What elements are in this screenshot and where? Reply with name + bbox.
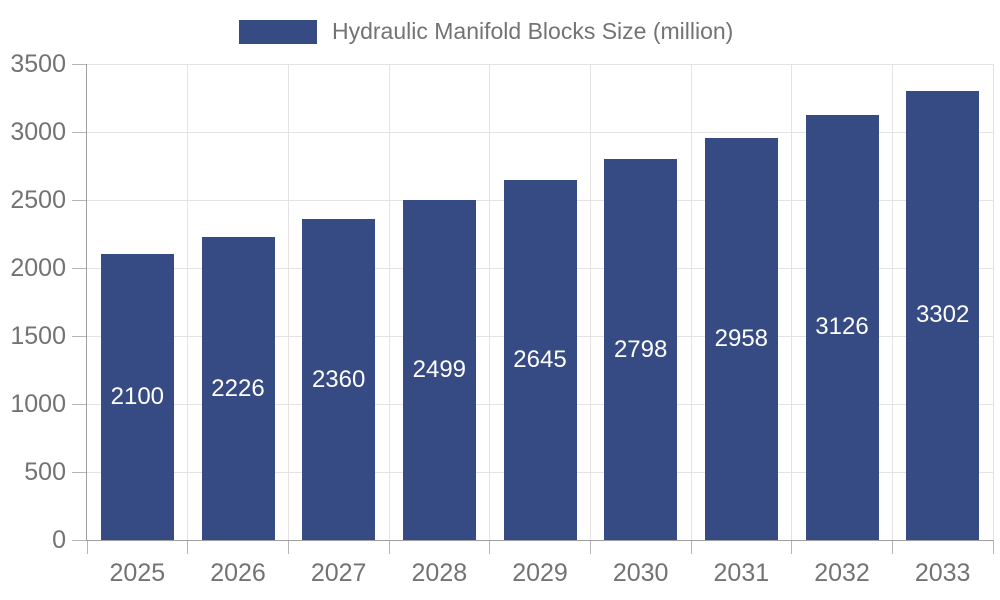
bar: 2645	[503, 180, 577, 540]
x-gridline	[187, 64, 189, 540]
bar-value-label: 2226	[211, 374, 265, 402]
legend-title: Hydraulic Manifold Blocks Size (million)	[332, 18, 734, 44]
x-axis-label: 2030	[612, 559, 669, 587]
y-axis-line	[86, 64, 87, 541]
bar: 2499	[402, 200, 476, 540]
bar: 2360	[302, 219, 376, 540]
x-tick	[690, 540, 692, 554]
x-axis-label: 2033	[914, 559, 971, 587]
x-axis-label: 2031	[713, 559, 770, 587]
bar-value-label: 2958	[714, 324, 769, 352]
bar-value-label: 3302	[915, 301, 970, 329]
y-tick	[72, 335, 87, 337]
x-axis-label: 2028	[411, 559, 468, 587]
x-gridline	[791, 64, 793, 540]
x-axis-label: 2032	[814, 559, 870, 587]
x-gridline	[891, 64, 893, 540]
x-axis-label: 2025	[109, 559, 166, 587]
x-gridline	[287, 64, 289, 540]
x-axis-label: 2026	[210, 559, 266, 587]
bar: 2798	[604, 159, 678, 540]
bar: 3126	[805, 114, 879, 540]
bar: 3302	[906, 90, 980, 540]
x-tick	[187, 540, 189, 554]
y-axis-label: 500	[24, 458, 66, 486]
legend-swatch	[239, 19, 317, 44]
bar-value-label: 2645	[513, 346, 567, 374]
y-gridline	[87, 63, 993, 65]
y-tick	[72, 403, 87, 405]
x-tick	[891, 540, 893, 554]
y-axis-label: 3500	[10, 50, 66, 78]
legend: Hydraulic Manifold Blocks Size (million)	[239, 18, 733, 45]
y-axis-label: 2500	[10, 186, 66, 214]
y-tick	[72, 131, 87, 133]
x-tick	[388, 540, 390, 554]
bar: 2226	[201, 237, 275, 540]
x-gridline	[388, 64, 390, 540]
x-gridline	[690, 64, 692, 540]
bar-value-label: 2499	[412, 356, 467, 384]
bar-value-label: 3126	[815, 313, 869, 341]
y-tick	[72, 63, 87, 65]
y-axis-label: 1000	[10, 390, 66, 418]
bar: 2100	[100, 254, 174, 540]
y-tick	[72, 471, 87, 473]
x-tick	[86, 540, 88, 554]
y-axis-label: 3000	[10, 118, 66, 146]
x-tick	[589, 540, 591, 554]
y-axis-label: 0	[52, 526, 66, 554]
x-gridline	[589, 64, 591, 540]
x-gridline	[489, 64, 491, 540]
x-axis-label: 2027	[310, 559, 367, 587]
bar: 2958	[704, 137, 778, 540]
x-tick	[489, 540, 491, 554]
y-axis-label: 2000	[10, 254, 66, 282]
x-tick	[791, 540, 793, 554]
x-axis-label: 2029	[512, 559, 568, 587]
bar-value-label: 2100	[110, 383, 165, 411]
bar-value-label: 2798	[613, 335, 668, 363]
y-tick	[72, 199, 87, 201]
x-tick	[287, 540, 289, 554]
x-tick	[992, 540, 994, 554]
x-gridline	[992, 64, 994, 540]
x-axis-line	[86, 540, 993, 541]
y-tick	[72, 267, 87, 269]
y-axis-label: 1500	[10, 322, 66, 350]
y-tick	[72, 539, 87, 541]
y-gridline	[87, 131, 993, 133]
bar-value-label: 2360	[311, 365, 366, 393]
